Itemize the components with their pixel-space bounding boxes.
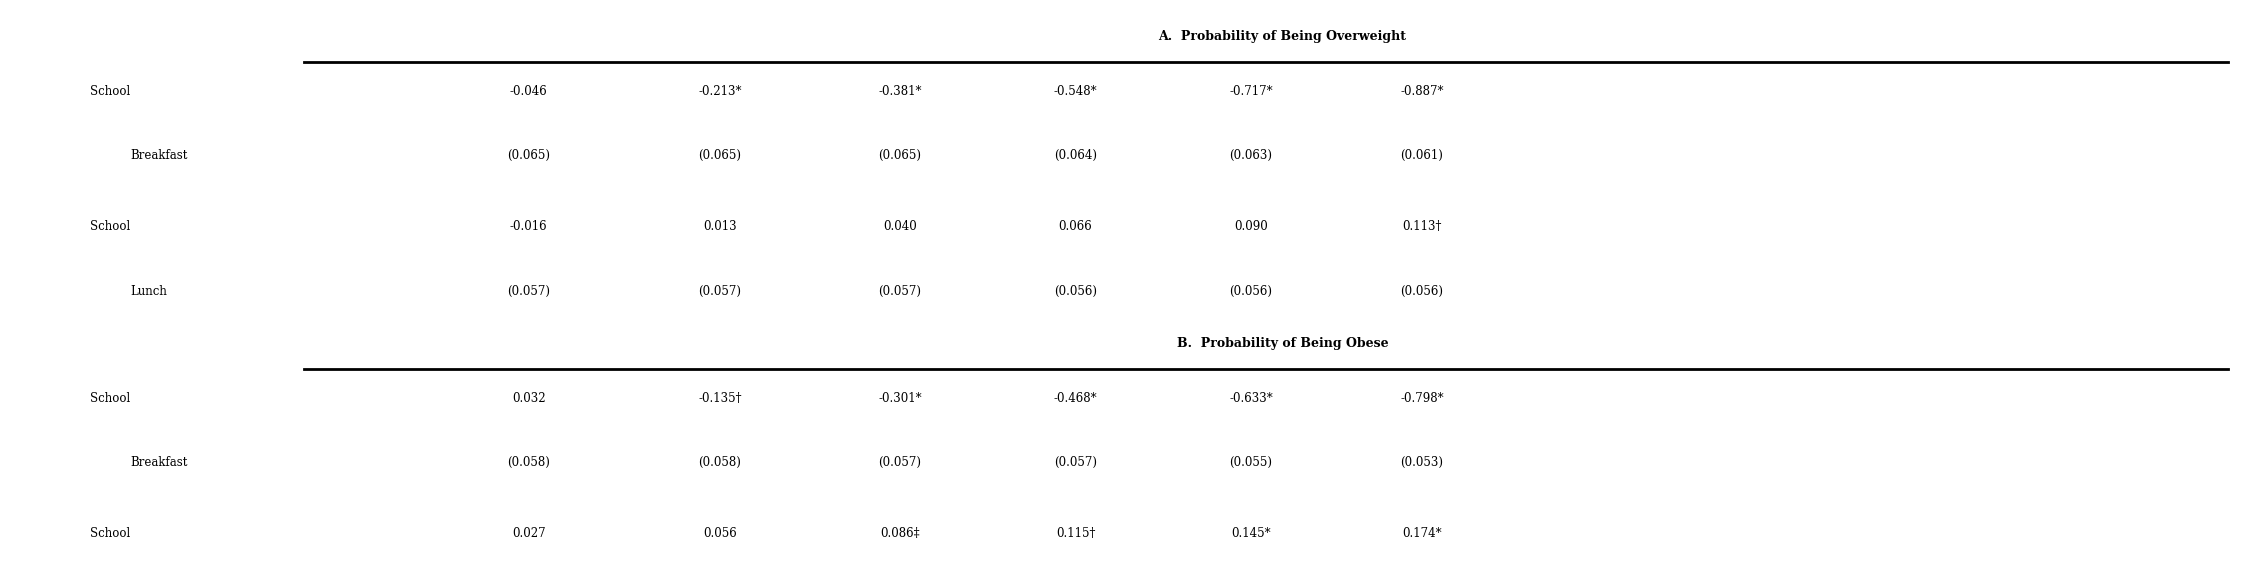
Text: 0.032: 0.032 [513,392,544,405]
Text: (0.058): (0.058) [698,456,742,469]
Text: 0.145*: 0.145* [1231,527,1271,540]
Text: School: School [90,220,130,233]
Text: -0.717*: -0.717* [1228,85,1273,98]
Text: (0.057): (0.057) [506,285,551,298]
Text: -0.301*: -0.301* [878,392,922,405]
Text: (0.057): (0.057) [878,285,922,298]
Text: 0.040: 0.040 [882,220,918,233]
Text: 0.113†: 0.113† [1402,220,1442,233]
Text: (0.057): (0.057) [1053,456,1098,469]
Text: Breakfast: Breakfast [130,149,189,162]
Text: -0.213*: -0.213* [698,85,742,98]
Text: Breakfast: Breakfast [130,456,189,469]
Text: -0.016: -0.016 [511,220,547,233]
Text: (0.065): (0.065) [506,149,551,162]
Text: (0.061): (0.061) [1400,149,1444,162]
Text: (0.056): (0.056) [1400,285,1444,298]
Text: 0.013: 0.013 [704,220,736,233]
Text: (0.057): (0.057) [878,456,922,469]
Text: 0.090: 0.090 [1233,220,1269,233]
Text: 0.086‡: 0.086‡ [880,527,920,540]
Text: (0.065): (0.065) [878,149,922,162]
Text: 0.056: 0.056 [702,527,738,540]
Text: 0.066: 0.066 [1060,220,1094,233]
Text: -0.633*: -0.633* [1228,392,1273,405]
Text: (0.055): (0.055) [1228,456,1273,469]
Text: -0.046: -0.046 [511,85,547,98]
Text: -0.135†: -0.135† [698,392,742,405]
Text: (0.058): (0.058) [506,456,551,469]
Text: -0.468*: -0.468* [1053,392,1098,405]
Text: A.  Probability of Being Overweight: A. Probability of Being Overweight [1159,30,1406,43]
Text: -0.548*: -0.548* [1053,85,1098,98]
Text: -0.798*: -0.798* [1400,392,1444,405]
Text: (0.063): (0.063) [1228,149,1273,162]
Text: (0.065): (0.065) [698,149,742,162]
Text: School: School [90,527,130,540]
Text: B.  Probability of Being Obese: B. Probability of Being Obese [1177,338,1388,350]
Text: -0.887*: -0.887* [1400,85,1444,98]
Text: School: School [90,85,130,98]
Text: School: School [90,392,130,405]
Text: 0.027: 0.027 [513,527,544,540]
Text: 0.115†: 0.115† [1055,527,1096,540]
Text: (0.056): (0.056) [1228,285,1273,298]
Text: (0.057): (0.057) [698,285,742,298]
Text: 0.174*: 0.174* [1402,527,1442,540]
Text: Lunch: Lunch [130,285,166,298]
Text: -0.381*: -0.381* [878,85,922,98]
Text: (0.056): (0.056) [1053,285,1098,298]
Text: (0.053): (0.053) [1400,456,1444,469]
Text: (0.064): (0.064) [1053,149,1098,162]
